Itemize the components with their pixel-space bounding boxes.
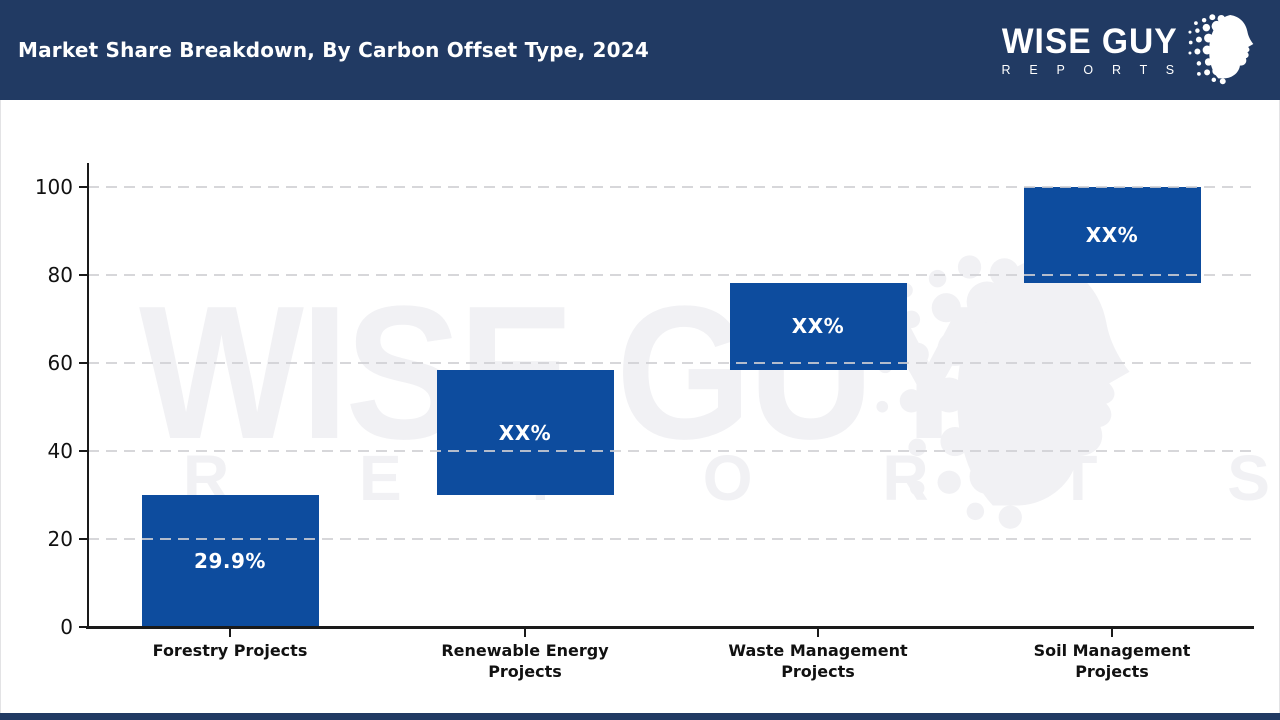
y-gridline [88, 362, 1254, 364]
x-tick [1111, 629, 1113, 637]
x-tick [817, 629, 819, 637]
bar-segment [729, 282, 907, 371]
brand-logo: WISE GUY R E P O R T S [990, 7, 1266, 93]
bar-segment [1023, 187, 1201, 283]
y-tick [79, 274, 87, 276]
y-tick-label: 100 [34, 175, 73, 199]
y-tick-label: 20 [47, 527, 73, 551]
bar-value-label: XX% [498, 420, 552, 445]
y-gridline [88, 186, 1254, 188]
y-tick-label: 0 [60, 615, 73, 639]
x-axis-line [86, 626, 1254, 629]
y-tick [79, 626, 87, 628]
x-category-label: Waste Management Projects [728, 641, 908, 681]
page-title: Market Share Breakdown, By Carbon Offset… [18, 38, 649, 62]
bar-value-label: XX% [1085, 222, 1139, 247]
y-axis-line [87, 163, 89, 629]
y-tick-label: 40 [47, 439, 73, 463]
y-tick [79, 450, 87, 452]
bar-value-label: 29.9% [194, 549, 266, 574]
y-gridline [88, 450, 1254, 452]
y-tick [79, 362, 87, 364]
bar-segment [436, 370, 614, 496]
bar-segment [141, 495, 319, 627]
watermark-subtext: R E P O R T S [183, 442, 1280, 514]
y-tick-label: 60 [47, 351, 73, 375]
chart-area: WISE GUY R E P O R T S 0 20 40 60 80 100 29.9%… [0, 100, 1280, 713]
bar-value-label: XX% [791, 314, 845, 339]
wiseguy-face-icon [1188, 14, 1254, 85]
brand-name: WISE GUY [1002, 21, 1178, 61]
y-gridline [88, 274, 1254, 276]
y-tick-label: 80 [47, 263, 73, 287]
x-category-label: Renewable Energy Projects [441, 641, 609, 681]
x-category-label: Forestry Projects [152, 641, 308, 660]
y-tick [79, 186, 87, 188]
x-tick [229, 629, 231, 637]
watermark-face-icon [876, 255, 1130, 529]
y-gridline [88, 538, 1254, 540]
brand-subtitle: R E P O R T S [1001, 61, 1182, 77]
header-bar: Market Share Breakdown, By Carbon Offset… [0, 0, 1280, 100]
y-tick [79, 538, 87, 540]
x-category-label: Soil Management Projects [1033, 641, 1191, 681]
x-tick [524, 629, 526, 637]
footer-accent-strip [0, 713, 1280, 720]
